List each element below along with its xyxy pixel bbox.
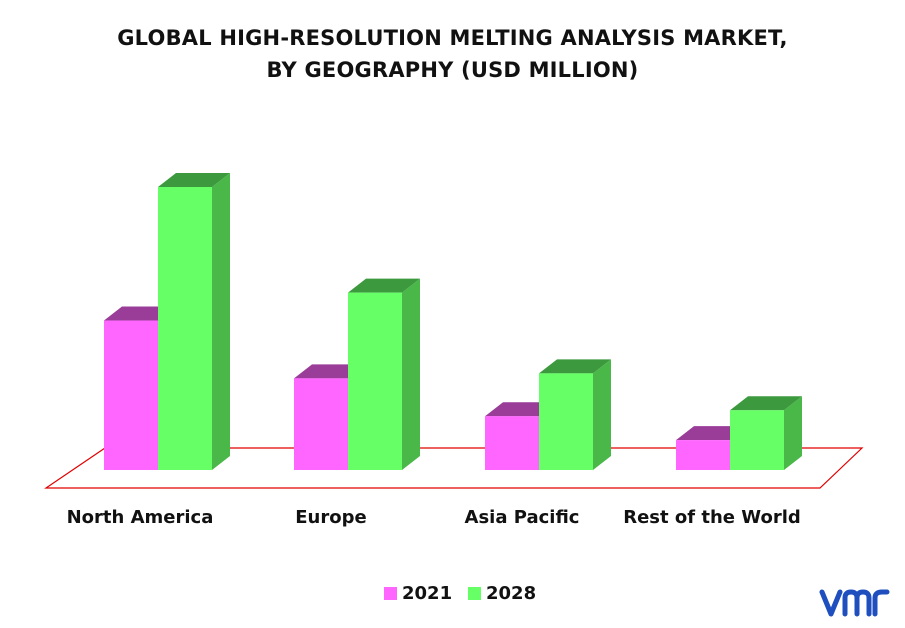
x-tick-label: North America (67, 507, 214, 528)
legend-swatch (468, 587, 481, 600)
x-tick-label: Europe (295, 507, 366, 528)
x-tick-label: Asia Pacific (465, 507, 580, 528)
bar-group (104, 173, 802, 470)
bar-side (593, 359, 611, 470)
bar-front (676, 440, 730, 470)
bar-2028-north-america (158, 173, 230, 470)
x-axis-labels: North America Europe Asia Pacific Rest of t… (67, 507, 801, 528)
legend-label: 2021 (402, 583, 452, 604)
bar-side (212, 173, 230, 470)
bar-front (294, 378, 348, 470)
legend: 2021 2028 (384, 583, 536, 604)
vmr-logo-icon (819, 589, 890, 617)
bar-side (402, 278, 420, 470)
bar-front (158, 187, 212, 470)
bar-front (730, 410, 784, 470)
bar-top (348, 278, 420, 293)
bar-top (730, 396, 802, 411)
bar-side (784, 396, 802, 470)
x-tick-label: Rest of the World (623, 507, 801, 528)
legend-swatch (384, 587, 397, 600)
legend-item-2021: 2021 (384, 583, 452, 604)
chart-title: GLOBAL HIGH-RESOLUTION MELTING ANALYSIS … (0, 22, 905, 86)
legend-label: 2028 (486, 583, 536, 604)
bar-2028-asia-pacific (539, 359, 611, 470)
bar-top (158, 173, 230, 187)
legend-item-2028: 2028 (468, 583, 536, 604)
bar-2028-europe (348, 278, 420, 470)
bar-front (104, 320, 158, 470)
chart-title-line-1: GLOBAL HIGH-RESOLUTION MELTING ANALYSIS … (117, 26, 788, 50)
bar-top (539, 359, 611, 374)
bar-front (485, 416, 539, 470)
bar-front (539, 373, 593, 470)
bar-front (348, 292, 402, 470)
bar-2028-rest-of-the-world (730, 396, 802, 470)
chart-title-line-2: BY GEOGRAPHY (USD MILLION) (266, 58, 639, 82)
